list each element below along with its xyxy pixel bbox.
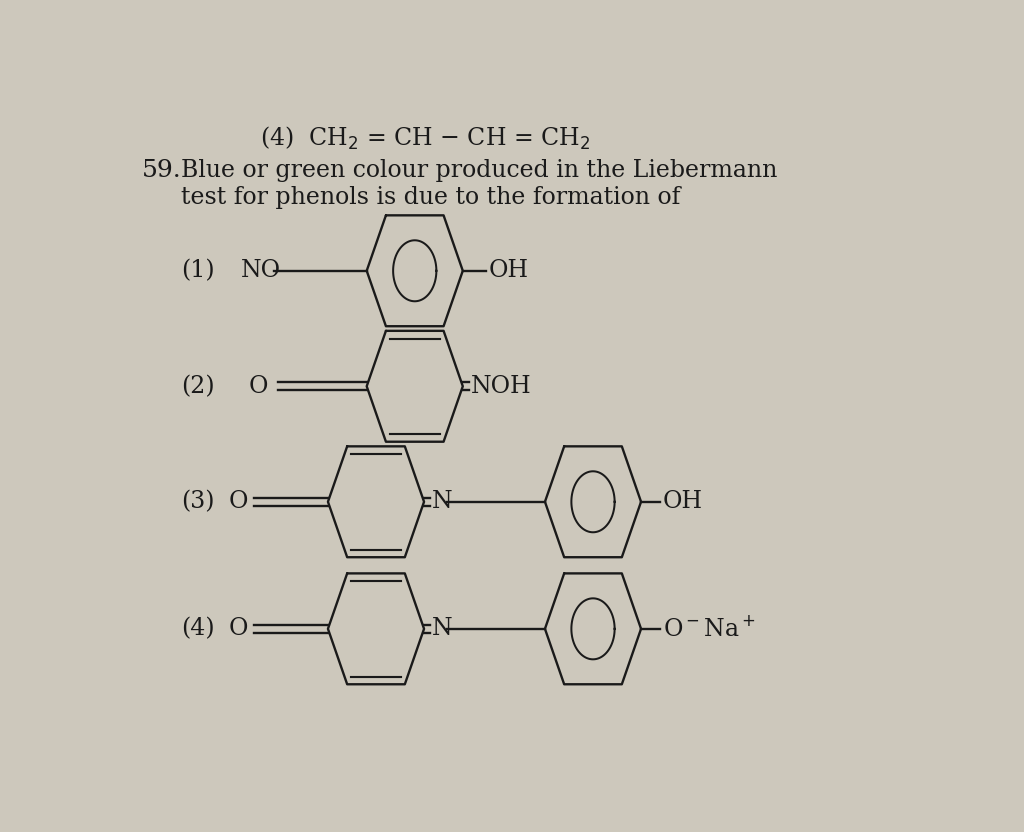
Text: Blue or green colour produced in the Liebermann
test for phenols is due to the f: Blue or green colour produced in the Lie… (180, 159, 777, 209)
Text: N: N (432, 617, 453, 641)
Text: NOH: NOH (471, 374, 531, 398)
Text: 59.: 59. (142, 159, 181, 182)
Text: NO: NO (241, 260, 281, 282)
Text: (1): (1) (180, 260, 214, 282)
Text: N: N (432, 490, 453, 513)
Text: O: O (228, 617, 248, 641)
Text: (3): (3) (180, 490, 214, 513)
Text: (4): (4) (180, 617, 214, 641)
Text: O$^-$Na$^+$: O$^-$Na$^+$ (663, 617, 756, 641)
Text: O: O (248, 374, 267, 398)
Text: (2): (2) (180, 374, 214, 398)
Text: OH: OH (663, 490, 702, 513)
Text: (4)  CH$_2$ = CH $-$ CH = CH$_2$: (4) CH$_2$ = CH $-$ CH = CH$_2$ (260, 125, 590, 151)
Text: OH: OH (488, 260, 528, 282)
Text: O: O (228, 490, 248, 513)
